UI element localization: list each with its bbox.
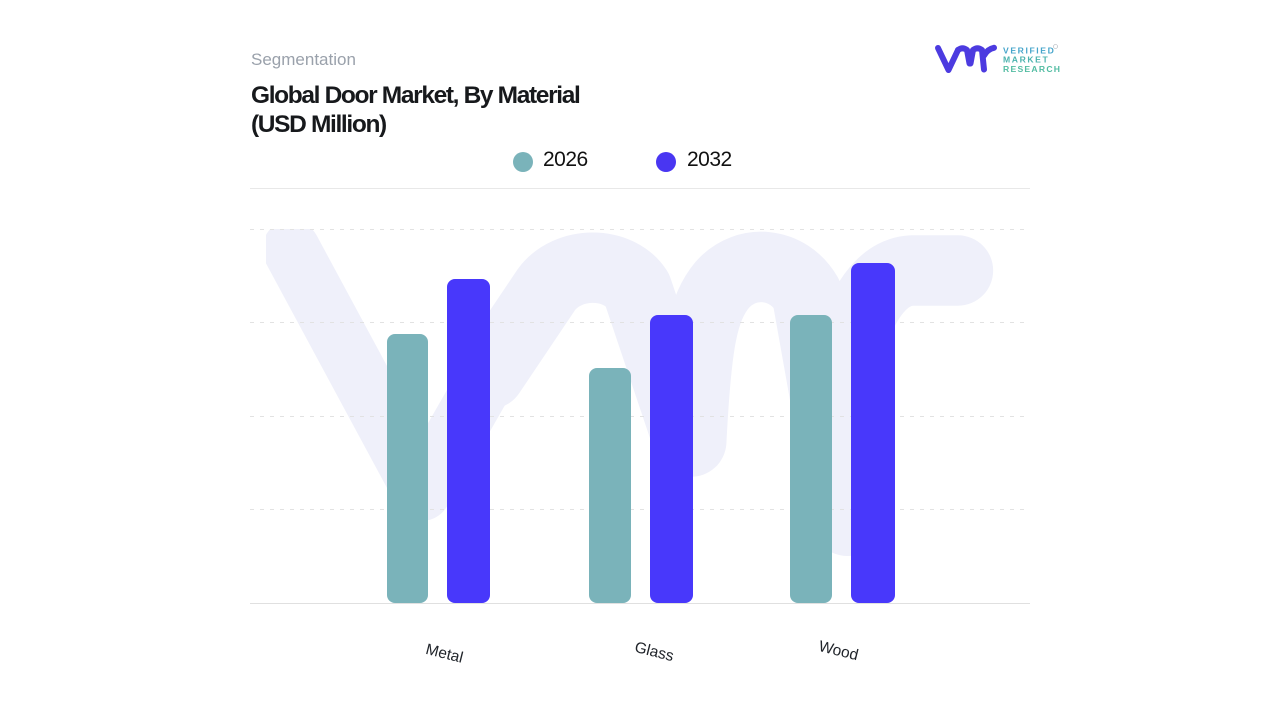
svg-text:MARKET: MARKET xyxy=(1003,55,1049,65)
svg-text:RESEARCH: RESEARCH xyxy=(1003,64,1061,74)
svg-text:VERIFIED: VERIFIED xyxy=(1003,45,1055,55)
